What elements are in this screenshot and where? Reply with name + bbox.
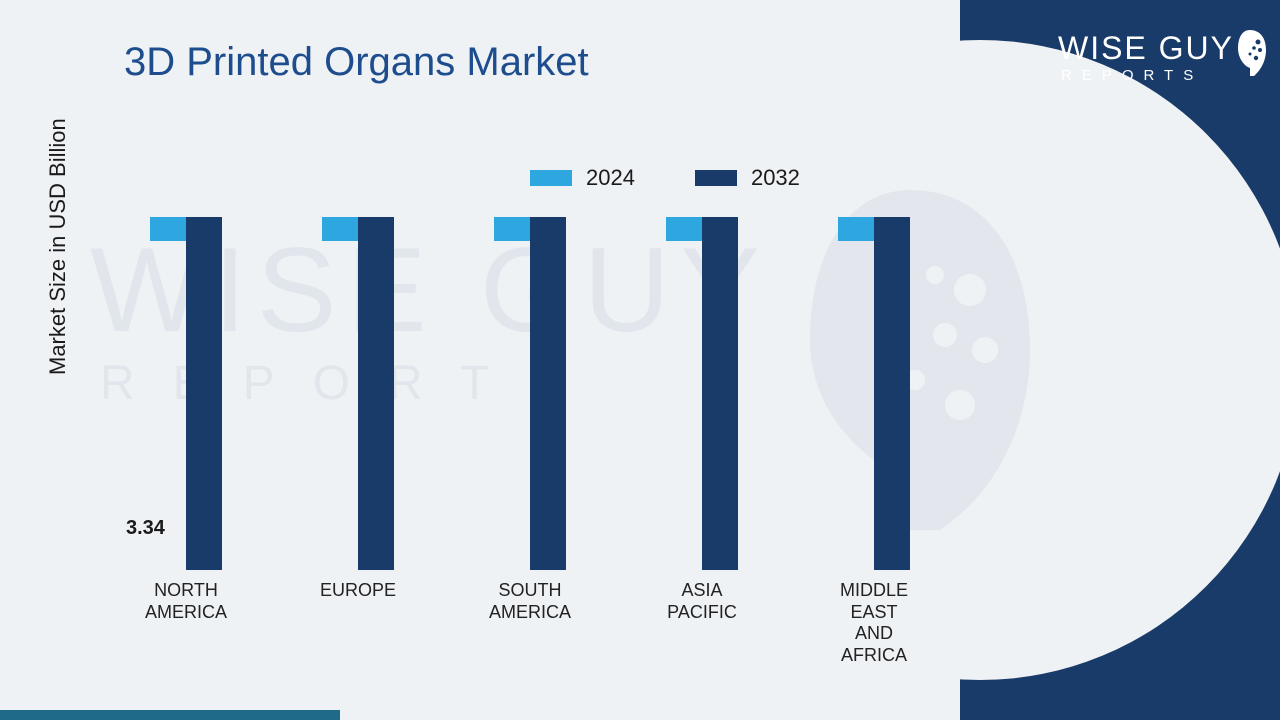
bar-2032 [702,217,738,570]
bar-value-label: 3.34 [126,517,165,540]
bar-group [470,217,590,570]
logo-head-icon [1230,28,1270,78]
brand-line2: REPORTS [1061,68,1234,83]
category-label: SOUTH AMERICA [460,580,600,623]
bar-2024 [150,217,186,241]
bar-2024 [494,217,530,241]
legend-label: 2024 [586,165,635,191]
bar-group [642,217,762,570]
bar-2032 [358,217,394,570]
legend-item-2024: 2024 [530,165,635,191]
chart-title: 3D Printed Organs Market [124,40,589,85]
bar-2032 [186,217,222,570]
bar-2032 [874,217,910,570]
category-label: EUROPE [288,580,428,602]
legend-label: 2032 [751,165,800,191]
stage: WISE GUY REPORTS WISE GUY REPORTS 3D Pri… [0,0,1280,720]
y-axis-label: Market Size in USD Billion [45,118,71,375]
legend: 2024 2032 [530,165,800,191]
legend-swatch [530,170,572,186]
brand-logo: WISE GUY REPORTS [1058,32,1234,83]
bar-2024 [666,217,702,241]
legend-swatch [695,170,737,186]
legend-item-2032: 2032 [695,165,800,191]
bar-2024 [838,217,874,241]
category-label: ASIA PACIFIC [632,580,772,623]
footer-accent-bar [0,710,340,720]
bar-2032 [530,217,566,570]
category-label: NORTH AMERICA [116,580,256,623]
bar-2024 [322,217,358,241]
brand-line1: WISE GUY [1058,32,1234,64]
category-label: MIDDLE EAST AND AFRICA [804,580,944,666]
bar-group [814,217,934,570]
sidebar-panel [960,0,1280,720]
chart-plot-area: 3.34 [100,210,960,570]
bar-group [298,217,418,570]
